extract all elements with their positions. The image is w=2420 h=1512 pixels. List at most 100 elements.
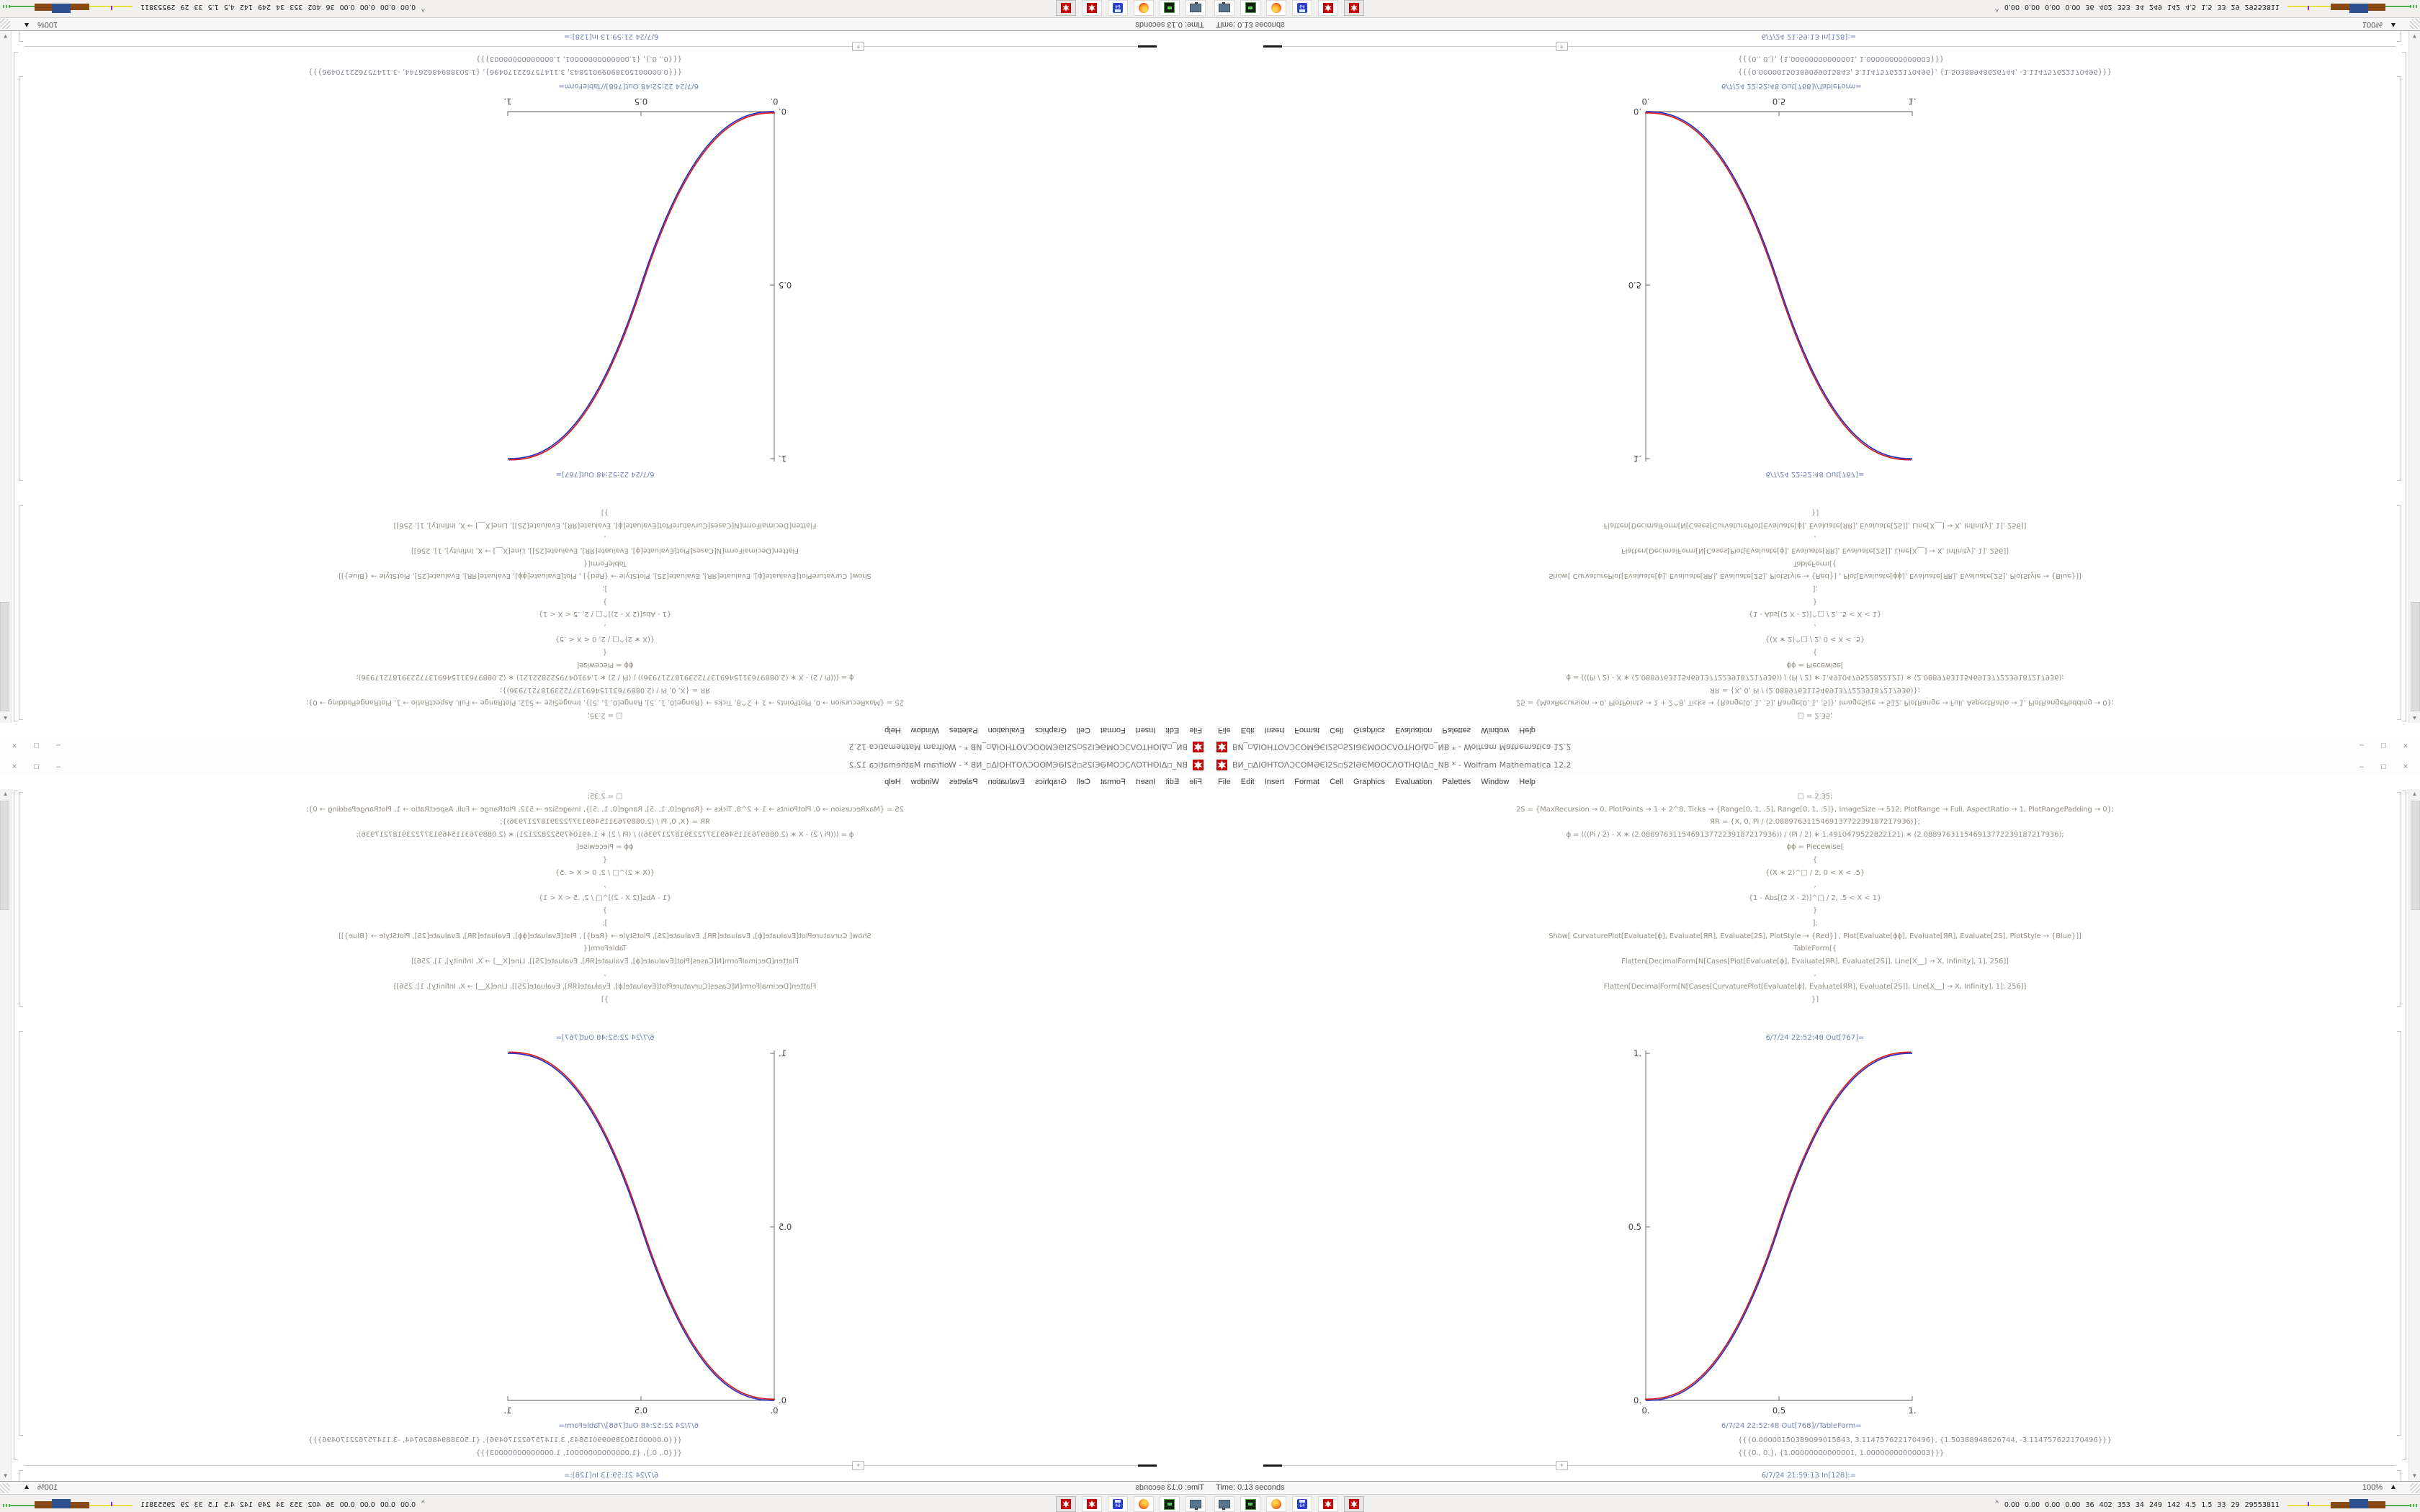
close-button[interactable]: ×: [12, 741, 17, 750]
menu-graphics[interactable]: Graphics: [1353, 726, 1386, 734]
taskbar-button-disk-64-app[interactable]: 64: [1292, 1496, 1312, 1512]
close-button[interactable]: ×: [2403, 762, 2408, 771]
insert-cell-plus-button[interactable]: +: [852, 1461, 864, 1470]
menu-edit[interactable]: Edit: [1240, 726, 1255, 734]
taskbar-button-disk-64-app[interactable]: 64: [1108, 1496, 1128, 1512]
input-cell-bracket[interactable]: [2397, 31, 2401, 42]
menu-file[interactable]: File: [1189, 726, 1202, 734]
minimize-button[interactable]: –: [2360, 741, 2365, 750]
menu-cell[interactable]: Cell: [1330, 726, 1344, 734]
taskbar-button-mathematica-instance-1[interactable]: [1318, 1496, 1338, 1512]
taskbar-button-mathematica-instance-2[interactable]: [1344, 1496, 1364, 1512]
menu-window[interactable]: Window: [1481, 726, 1510, 734]
notebook-content[interactable]: □ = 2.35; 2S = {MaxRecursion → 0, PlotPoi…: [0, 789, 1210, 1481]
taskbar-button-hardware-utility-app[interactable]: [1160, 0, 1180, 16]
menu-graphics[interactable]: Graphics: [1353, 778, 1386, 786]
taskbar-button-firefox-browser[interactable]: [1266, 0, 1286, 16]
notebook-group-bracket[interactable]: [2402, 52, 2406, 721]
input-code-cell[interactable]: □ = 2.35; 2S = {MaxRecursion → 0, PlotPoi…: [0, 506, 1210, 721]
menu-format[interactable]: Format: [1294, 726, 1320, 734]
minimize-button[interactable]: –: [55, 741, 60, 750]
taskbar-button-firefox-browser[interactable]: [1134, 1496, 1154, 1512]
taskbar-button-system-monitor-app[interactable]: [1214, 1496, 1234, 1512]
minimize-button[interactable]: –: [2360, 762, 2365, 771]
taskbar-button-hardware-utility-app[interactable]: [1240, 1496, 1260, 1512]
zoom-level[interactable]: 100%: [2362, 1483, 2383, 1492]
taskbar-button-firefox-browser[interactable]: [1266, 1496, 1286, 1512]
scrollbar-thumb[interactable]: [0, 801, 9, 910]
menu-window[interactable]: Window: [910, 778, 939, 786]
menu-insert[interactable]: Insert: [1135, 778, 1156, 786]
menu-evaluation[interactable]: Evaluation: [1395, 778, 1433, 786]
menu-format[interactable]: Format: [1294, 778, 1320, 786]
menu-cell[interactable]: Cell: [1330, 778, 1344, 786]
cell-insertion-bar[interactable]: +: [1263, 42, 2396, 51]
maximize-button[interactable]: □: [2381, 741, 2386, 750]
tray-expand-icon[interactable]: ^: [421, 1500, 425, 1508]
vertical-scrollbar[interactable]: ▲ ▼: [0, 789, 12, 1481]
maximize-button[interactable]: □: [34, 741, 39, 750]
menu-help[interactable]: Help: [1519, 726, 1536, 734]
taskbar-button-system-monitor-app[interactable]: [1186, 1496, 1206, 1512]
menu-format[interactable]: Format: [1100, 726, 1126, 734]
vertical-scrollbar[interactable]: ▲ ▼: [2408, 789, 2420, 1481]
input-code-cell[interactable]: □ = 2.35; 2S = {MaxRecursion → 0, PlotPoi…: [1210, 791, 2420, 1006]
notebook-group-bracket[interactable]: [14, 791, 18, 1460]
taskbar-button-disk-64-app[interactable]: 64: [1292, 0, 1312, 16]
scroll-up-icon[interactable]: ▲: [2411, 791, 2418, 797]
menu-window[interactable]: Window: [1481, 778, 1510, 786]
scrollbar-thumb[interactable]: [2411, 602, 2420, 711]
cell-insertion-bar[interactable]: +: [24, 1461, 1157, 1470]
output-cells-bracket[interactable]: [19, 1031, 23, 1436]
output-cells-bracket[interactable]: [2397, 76, 2401, 481]
menu-cell[interactable]: Cell: [1076, 726, 1090, 734]
maximize-button[interactable]: □: [2381, 762, 2386, 771]
taskbar-button-mathematica-instance-1[interactable]: [1082, 0, 1102, 16]
menu-insert[interactable]: Insert: [1264, 726, 1285, 734]
resize-grip-icon[interactable]: [0, 1483, 10, 1493]
taskbar-button-mathematica-instance-1[interactable]: [1082, 1496, 1102, 1512]
menu-edit[interactable]: Edit: [1240, 778, 1255, 786]
notebook-content[interactable]: □ = 2.35; 2S = {MaxRecursion → 0, PlotPoi…: [0, 31, 1210, 723]
close-button[interactable]: ×: [2403, 741, 2408, 750]
close-button[interactable]: ×: [12, 762, 17, 771]
code-cell-bracket[interactable]: [19, 505, 23, 720]
menu-evaluation[interactable]: Evaluation: [987, 778, 1025, 786]
menu-edit[interactable]: Edit: [1165, 778, 1180, 786]
insert-cell-plus-button[interactable]: +: [852, 42, 864, 51]
menu-format[interactable]: Format: [1100, 778, 1126, 786]
menu-cell[interactable]: Cell: [1076, 778, 1090, 786]
menu-evaluation[interactable]: Evaluation: [987, 726, 1025, 734]
menu-graphics[interactable]: Graphics: [1034, 726, 1067, 734]
zoom-level[interactable]: 100%: [2362, 20, 2383, 29]
scroll-up-icon[interactable]: ▲: [2411, 715, 2418, 721]
code-cell-bracket[interactable]: [19, 792, 23, 1007]
scroll-up-icon[interactable]: ▲: [2, 715, 9, 721]
zoom-caret-icon[interactable]: ▲: [2390, 1483, 2396, 1490]
menu-help[interactable]: Help: [884, 778, 901, 786]
scrollbar-thumb[interactable]: [0, 602, 9, 711]
window-titlebar[interactable]: ВИ_▫ΔIOHTOΛƆCOMƏЄI2S▫S2IƏЄMOOCΛOTHOIΔ▫_N…: [1210, 756, 2420, 775]
taskbar-button-mathematica-instance-1[interactable]: [1318, 0, 1338, 16]
input-cell-bracket[interactable]: [19, 31, 23, 42]
notebook-content[interactable]: □ = 2.35; 2S = {MaxRecursion → 0, PlotPoi…: [1210, 789, 2420, 1481]
taskbar-button-mathematica-instance-2[interactable]: [1056, 1496, 1076, 1512]
menu-help[interactable]: Help: [884, 726, 901, 734]
resize-grip-icon[interactable]: [0, 19, 10, 29]
menu-palettes[interactable]: Palettes: [1442, 726, 1471, 734]
menu-insert[interactable]: Insert: [1135, 726, 1156, 734]
tray-expand-icon[interactable]: ^: [1995, 4, 1999, 12]
notebook-group-bracket[interactable]: [14, 52, 18, 721]
resize-grip-icon[interactable]: [2410, 19, 2420, 29]
taskbar-button-mathematica-instance-2[interactable]: [1344, 0, 1364, 16]
vertical-scrollbar[interactable]: ▲ ▼: [0, 31, 12, 723]
menu-file[interactable]: File: [1189, 778, 1202, 786]
menu-palettes[interactable]: Palettes: [949, 778, 978, 786]
scrollbar-thumb[interactable]: [2411, 801, 2420, 910]
menu-palettes[interactable]: Palettes: [1442, 778, 1471, 786]
scroll-down-icon[interactable]: ▼: [2411, 1472, 2418, 1479]
window-titlebar[interactable]: ВИ_▫ΔIOHTOΛƆCOMƏЄI2S▫S2IƏЄMOOCΛOTHOIΔ▫_N…: [1210, 737, 2420, 756]
scroll-down-icon[interactable]: ▼: [2, 33, 9, 40]
menu-palettes[interactable]: Palettes: [949, 726, 978, 734]
menu-graphics[interactable]: Graphics: [1034, 778, 1067, 786]
